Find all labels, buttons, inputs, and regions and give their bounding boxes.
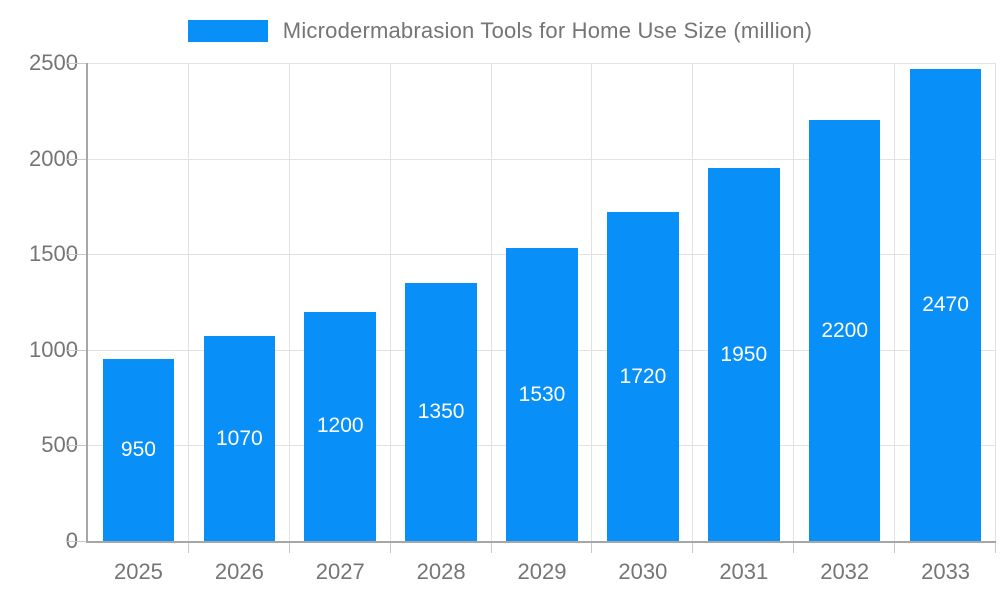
bar: 1720 bbox=[607, 212, 679, 541]
y-tick-label: 2000 bbox=[29, 145, 78, 171]
bar-cell: 1350 bbox=[391, 63, 492, 541]
bar: 1350 bbox=[405, 282, 477, 541]
y-axis-tick bbox=[66, 158, 86, 160]
x-axis-line bbox=[86, 541, 996, 543]
x-tick-label: 2030 bbox=[618, 559, 668, 584]
x-axis-tick bbox=[490, 543, 492, 553]
bar-value-label: 950 bbox=[120, 438, 156, 462]
gridline-v bbox=[793, 63, 795, 541]
chart-title: Microdermabrasion Tools for Home Use Siz… bbox=[282, 18, 813, 43]
gridline-v bbox=[894, 63, 896, 541]
y-axis-line bbox=[86, 63, 88, 541]
bar-cell: 950 bbox=[88, 63, 189, 541]
bar: 1950 bbox=[707, 168, 780, 541]
bar-value-label: 1530 bbox=[518, 382, 566, 406]
gridline-h bbox=[88, 63, 996, 64]
bar: 2200 bbox=[808, 120, 881, 541]
gridline-v bbox=[187, 63, 189, 541]
gridline-v bbox=[490, 63, 492, 541]
bar: 950 bbox=[102, 359, 175, 541]
y-axis-labels: 0 500 1000 1500 2000 2500 bbox=[0, 50, 78, 553]
bar-value-label: 1070 bbox=[215, 426, 263, 450]
bar-value-label: 2200 bbox=[821, 318, 869, 342]
x-axis-tick bbox=[793, 543, 795, 553]
gridline-v bbox=[591, 63, 593, 541]
bar-value-label: 1350 bbox=[417, 399, 465, 423]
bar-cell: 1070 bbox=[189, 63, 290, 541]
bar-value-label: 1950 bbox=[720, 342, 768, 366]
bar-cell: 2470 bbox=[895, 63, 996, 541]
y-tick-label: 1500 bbox=[29, 241, 78, 267]
y-axis-tick bbox=[66, 349, 86, 351]
x-tick-label: 2028 bbox=[416, 559, 466, 584]
legend-swatch bbox=[187, 20, 268, 42]
bar-cell: 1530 bbox=[492, 63, 593, 541]
bar-cell: 1200 bbox=[290, 63, 391, 541]
y-tick-label: 0 bbox=[65, 528, 78, 553]
bar-value-label: 1720 bbox=[619, 364, 667, 388]
bar: 1530 bbox=[506, 248, 578, 541]
bars-row: 950 1070 1200 1350 1530 1720 1950 2200 2470 bbox=[88, 63, 996, 541]
gridline-v bbox=[995, 63, 996, 541]
y-tick-label: 500 bbox=[41, 432, 78, 458]
x-tick-label: 2025 bbox=[113, 559, 163, 584]
x-axis-tick bbox=[288, 543, 290, 553]
bar-cell: 2200 bbox=[794, 63, 895, 541]
y-axis-tick bbox=[66, 445, 86, 447]
bar: 2470 bbox=[909, 68, 982, 541]
x-tick-label: 2027 bbox=[315, 559, 365, 584]
bar: 1200 bbox=[304, 311, 377, 541]
x-axis-tick bbox=[389, 543, 391, 553]
x-axis-tick bbox=[591, 543, 593, 553]
gridline-v bbox=[288, 63, 290, 541]
x-axis-tick bbox=[692, 543, 694, 553]
y-axis-tick bbox=[66, 63, 86, 64]
legend: Microdermabrasion Tools for Home Use Siz… bbox=[0, 18, 1000, 44]
x-axis-tick bbox=[995, 543, 996, 553]
plot-area: 950 1070 1200 1350 1530 1720 1950 2200 2470 bbox=[66, 63, 996, 553]
x-axis-tick bbox=[894, 543, 896, 553]
x-tick-label: 2029 bbox=[517, 559, 567, 584]
y-tick-label: 1000 bbox=[29, 336, 78, 362]
x-tick-label: 2031 bbox=[719, 559, 769, 584]
bar: 1070 bbox=[203, 336, 276, 541]
y-tick-label: 2500 bbox=[29, 50, 78, 75]
y-axis-tick bbox=[66, 541, 86, 542]
x-axis-tick bbox=[187, 543, 189, 553]
x-tick-label: 2033 bbox=[921, 559, 971, 584]
y-axis-tick bbox=[66, 254, 86, 256]
x-axis-labels: 2025 2026 2027 2028 2029 2030 2031 2032 2033 bbox=[88, 559, 996, 585]
x-tick-label: 2026 bbox=[214, 559, 264, 584]
bar-cell: 1720 bbox=[592, 63, 693, 541]
bar-value-label: 2470 bbox=[922, 292, 969, 316]
gridline-v bbox=[692, 63, 694, 541]
gridline-v bbox=[389, 63, 391, 541]
bar-value-label: 1200 bbox=[316, 414, 364, 438]
gridline-h bbox=[88, 158, 996, 160]
bar-cell: 1950 bbox=[693, 63, 794, 541]
x-tick-label: 2032 bbox=[820, 559, 870, 584]
